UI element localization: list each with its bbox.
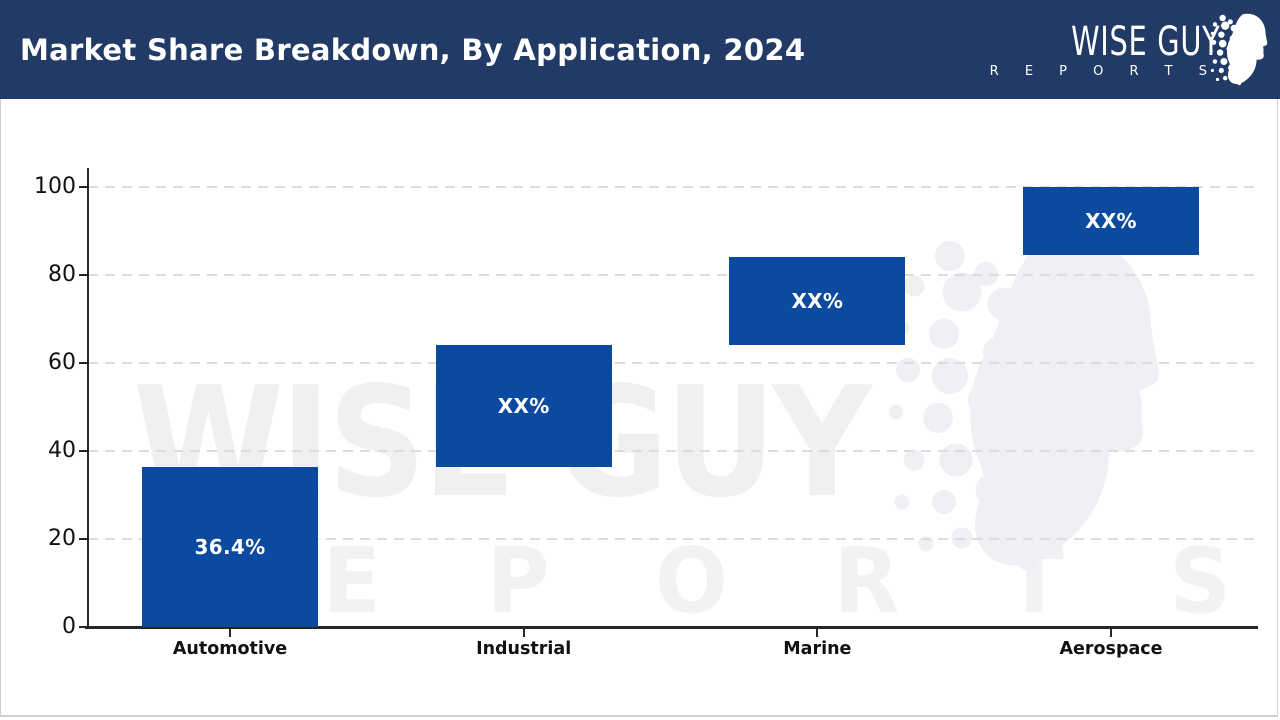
y-tick-label: 20 <box>48 526 76 551</box>
x-tick-mark <box>1110 628 1112 637</box>
y-tick-mark <box>79 626 88 628</box>
brand-name: WISE GUY <box>1070 19 1220 65</box>
brand-head-icon <box>1209 13 1268 86</box>
gridline <box>88 186 1258 188</box>
gridline <box>88 274 1258 276</box>
bar-value-label: XX% <box>497 394 550 419</box>
y-tick-mark <box>79 274 88 276</box>
bar: 36.4% <box>142 466 318 627</box>
brand-tagline: R E P O R T S <box>989 64 1218 79</box>
y-tick-mark <box>79 186 88 188</box>
x-axis-line <box>85 626 1258 629</box>
page-title: Market Share Breakdown, By Application, … <box>20 32 806 67</box>
x-category-label: Automotive <box>172 639 288 659</box>
y-tick-mark <box>79 538 88 540</box>
bar: XX% <box>1023 187 1199 256</box>
y-tick-label: 40 <box>48 438 76 463</box>
bar: XX% <box>729 257 906 346</box>
x-tick-mark <box>229 628 231 637</box>
brand-logo-text: WISE GUY R E P O R T S <box>990 21 1220 79</box>
y-tick-label: 0 <box>62 614 76 639</box>
x-tick-mark <box>816 628 819 637</box>
x-category-label: Aerospace <box>1059 639 1163 659</box>
y-tick-label: 100 <box>34 174 76 199</box>
gridline <box>88 450 1258 452</box>
watermark-head-icon <box>888 235 1159 571</box>
y-tick-mark <box>79 450 88 452</box>
bar: XX% <box>435 345 612 467</box>
header-bar: Market Share Breakdown, By Application, … <box>0 0 1280 99</box>
x-tick-mark <box>522 628 525 637</box>
bar-value-label: 36.4% <box>194 534 266 559</box>
y-tick-label: 60 <box>48 350 76 375</box>
bar-value-label: XX% <box>791 289 844 314</box>
y-axis-line <box>87 168 89 629</box>
brand-logo: WISE GUY R E P O R T S <box>990 5 1270 95</box>
y-tick-label: 80 <box>48 262 76 287</box>
y-tick-mark <box>79 362 88 364</box>
gridline <box>88 538 1258 540</box>
bar-value-label: XX% <box>1085 209 1137 234</box>
x-category-label: Industrial <box>476 639 572 659</box>
x-category-label: Marine <box>783 639 852 659</box>
gridline <box>88 362 1258 364</box>
